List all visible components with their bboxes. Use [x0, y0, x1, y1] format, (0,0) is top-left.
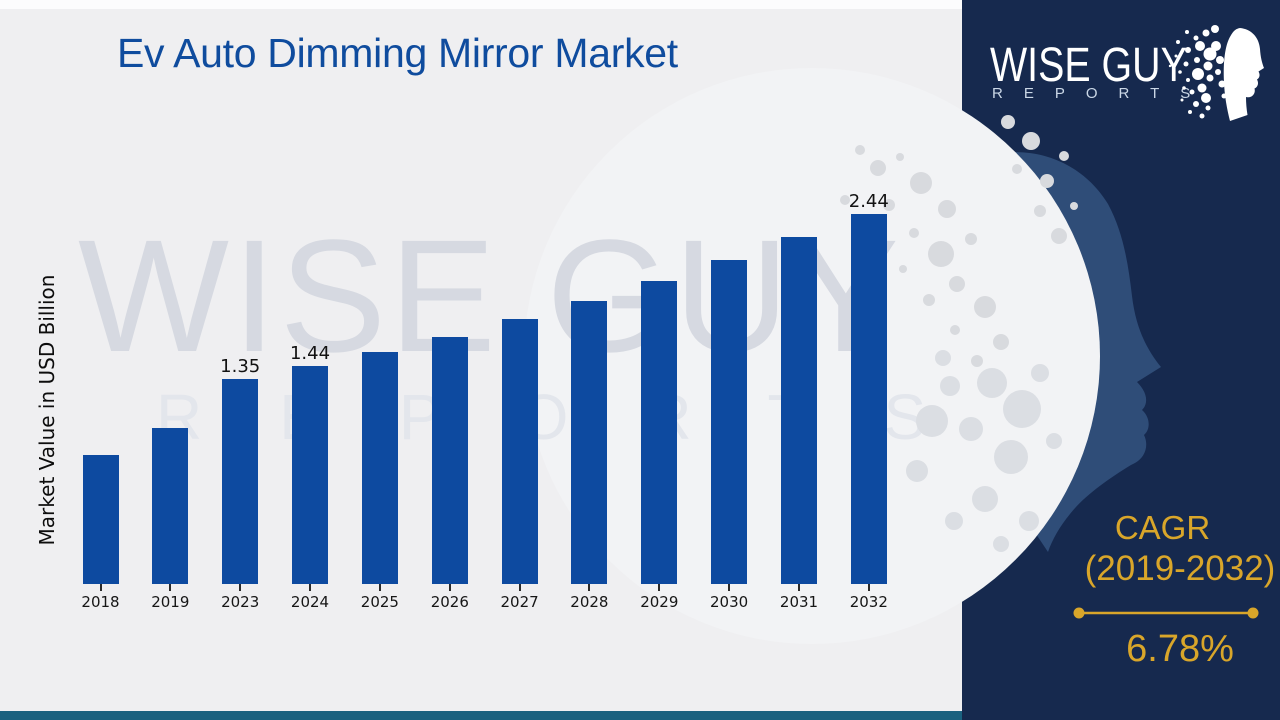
x-axis-tick-2018	[99, 584, 102, 591]
x-axis-tick-2026	[448, 584, 451, 591]
x-axis-label-2028: 2028	[570, 593, 609, 611]
cagr-divider-line	[1073, 607, 1259, 619]
x-axis-label-2025: 2025	[360, 593, 399, 611]
watermark-brand-text: WISE GUY	[78, 206, 903, 385]
bar-2025	[361, 352, 398, 584]
bar-2024	[292, 366, 328, 584]
cagr-range: (2019-2032)	[1084, 549, 1276, 588]
bar-2028	[571, 301, 608, 584]
x-axis-label-2027: 2027	[500, 593, 539, 611]
bottom-teal-strip	[0, 711, 962, 720]
bar-chart-plot-area: 2018 2019 1.35 2023 1.44 2024 2025 2026 2027 2028…	[81, 191, 889, 611]
x-axis-tick-2030	[728, 584, 731, 591]
x-axis-label-2030: 2030	[710, 593, 749, 611]
cagr-heading: CAGR	[1114, 509, 1211, 546]
x-axis-tick-2031	[798, 584, 800, 591]
bar-2023	[222, 379, 259, 584]
x-axis-tick-2028	[588, 584, 591, 591]
bar-2027	[501, 319, 538, 584]
x-axis-label-2026: 2026	[430, 593, 469, 611]
x-axis-tick-2024	[309, 584, 311, 591]
x-axis-label-2019: 2019	[151, 593, 190, 611]
x-axis-tick-2023	[239, 584, 242, 591]
cagr-value: 6.78%	[1126, 628, 1234, 670]
bar-2031	[781, 237, 817, 584]
bar-2026	[431, 337, 468, 584]
x-axis-tick-2025	[378, 584, 381, 591]
top-white-strip	[0, 0, 962, 9]
bar-value-label-2032: 2.44	[848, 191, 889, 212]
chart-title: Ev Auto Dimming Mirror Market	[117, 30, 678, 76]
x-axis-tick-2019	[169, 584, 172, 591]
x-axis-tick-2029	[658, 584, 661, 591]
bar-2030	[711, 260, 748, 584]
x-axis-label-2024: 2024	[290, 593, 330, 611]
x-axis-tick-2032	[867, 584, 870, 591]
x-axis-label-2023: 2023	[221, 593, 260, 611]
bar-2018	[82, 455, 119, 584]
logo-face-icon	[1168, 25, 1264, 121]
bar-2029	[641, 281, 678, 584]
bar-2032	[850, 214, 887, 584]
x-axis-label-2018: 2018	[81, 593, 120, 611]
bar-2019	[152, 428, 189, 584]
logo-reports-text: REPORTS	[992, 85, 1212, 102]
x-axis-label-2031: 2031	[779, 593, 819, 611]
logo-brand-text: WISE GUY	[990, 39, 1187, 92]
x-axis-tick-2027	[518, 584, 521, 591]
bar-value-label-2024: 1.44	[289, 343, 331, 364]
bar-value-label-2023: 1.35	[220, 356, 261, 377]
x-axis-label-2032: 2032	[849, 593, 888, 611]
x-axis-label-2029: 2029	[640, 593, 679, 611]
